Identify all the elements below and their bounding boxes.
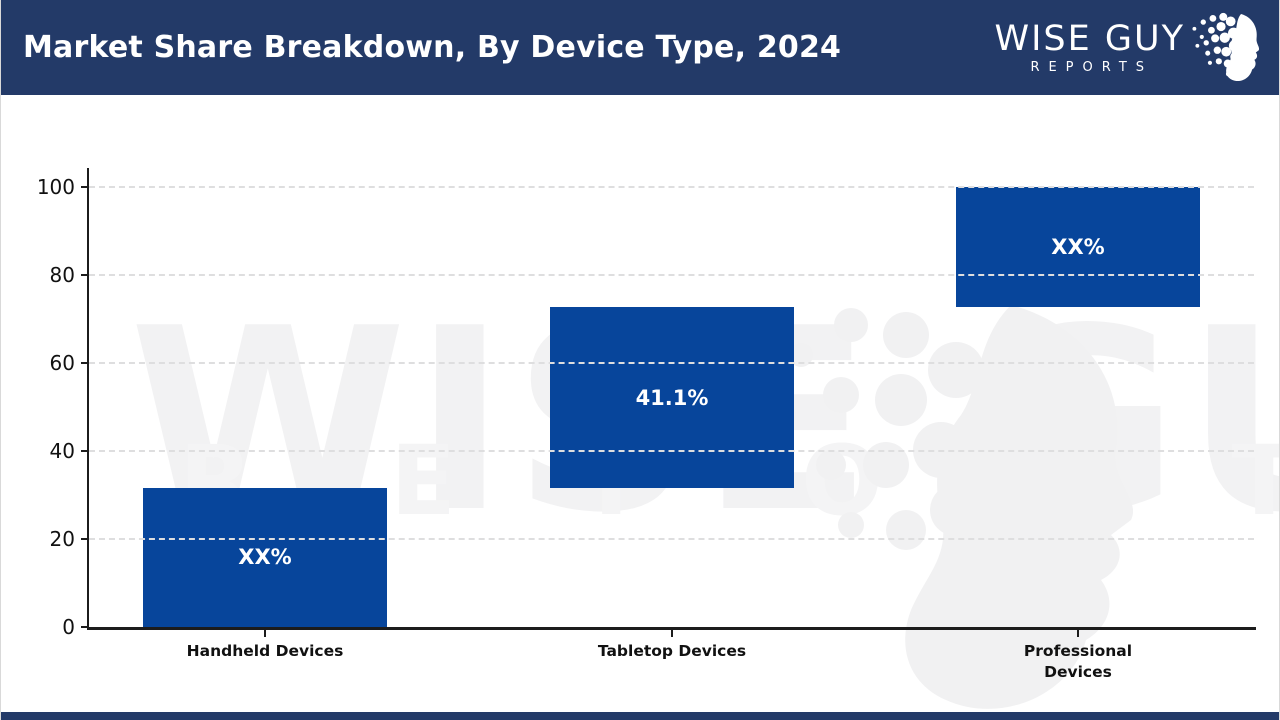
y-axis-tick-label: 80: [49, 263, 75, 287]
x-axis-line: [87, 627, 1256, 630]
x-axis-tick-mark: [264, 630, 266, 637]
bar-handheld-devices[interactable]: [143, 487, 387, 627]
category-label-tabletop-devices: Tabletop Devices: [597, 642, 747, 660]
y-axis-tick-label: 20: [49, 527, 75, 551]
gridline-80: [89, 274, 1254, 276]
bar-value-label: 41.1%: [635, 385, 709, 410]
y-axis-tick-mark: [81, 362, 89, 364]
x-axis-tick-mark: [671, 630, 673, 637]
brand-logo: WISE GUY REPORTS: [994, 7, 1261, 89]
y-axis-tick-mark: [81, 274, 89, 276]
x-axis-tick-mark: [1077, 630, 1079, 637]
page-title: Market Share Breakdown, By Device Type, …: [23, 30, 842, 65]
brand-subtitle: REPORTS: [1030, 59, 1154, 75]
gridline-60: [89, 362, 1254, 364]
gridline-100: [89, 186, 1254, 188]
bar-value-label: XX%: [238, 545, 292, 570]
y-axis-line: [87, 168, 89, 629]
dotted-face-icon: [1192, 12, 1260, 81]
bar-professional-devices[interactable]: [956, 187, 1200, 308]
footer-bar: [1, 712, 1279, 720]
bar-value-label: XX%: [1051, 235, 1105, 260]
gridline-40: [89, 450, 1254, 452]
y-axis-tick-label: 100: [36, 175, 75, 199]
header-bar: Market Share Breakdown, By Device Type, …: [1, 0, 1279, 95]
brand-logo-text: WISE GUY REPORTS: [994, 18, 1185, 75]
category-label-professional-devices: Professional Devices: [1023, 642, 1133, 681]
y-axis-tick-mark: [81, 186, 89, 188]
y-axis-tick-mark: [81, 626, 89, 628]
bar-tabletop-devices[interactable]: [550, 307, 794, 488]
y-axis-tick-mark: [81, 450, 89, 452]
category-label-handheld-devices: Handheld Devices: [186, 642, 344, 660]
y-axis-tick-label: 40: [49, 439, 75, 463]
y-axis-tick-mark: [81, 538, 89, 540]
y-axis-tick-label: 0: [62, 615, 75, 639]
brand-name: WISE GUY: [994, 18, 1185, 59]
y-axis-tick-label: 60: [49, 351, 75, 375]
gridline-20: [89, 538, 1254, 540]
